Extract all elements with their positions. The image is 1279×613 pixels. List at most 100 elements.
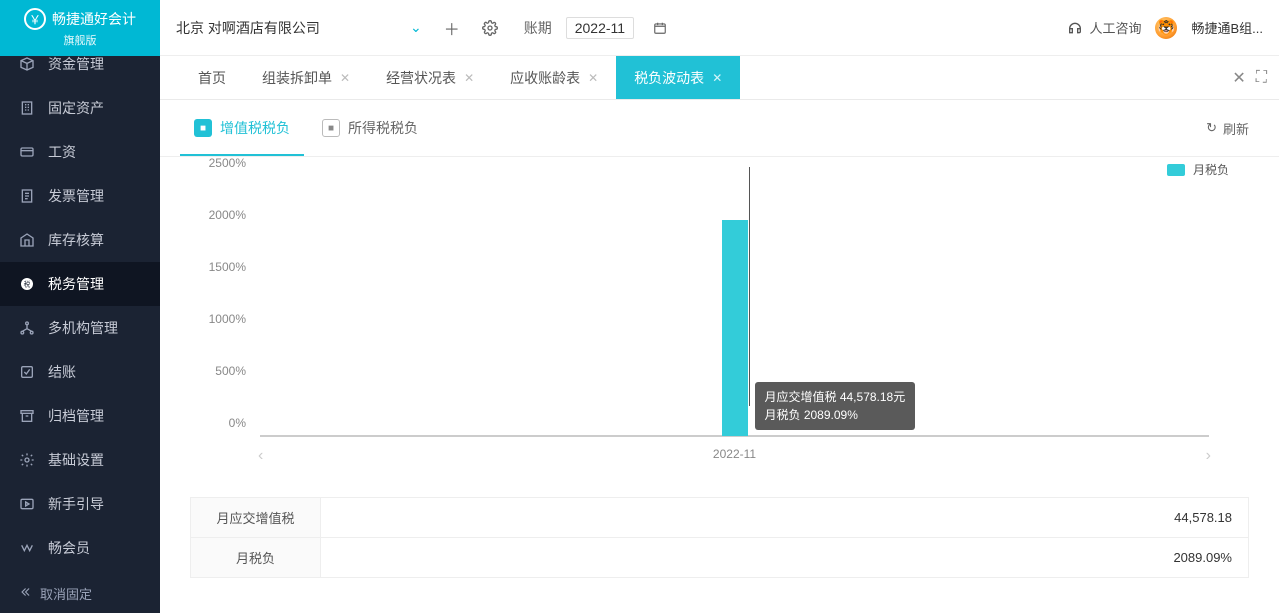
chart-next-arrow[interactable]: › xyxy=(1206,447,1211,465)
sidebar-item-archive[interactable]: 归档管理 xyxy=(0,394,160,438)
bar-chart: 0%500%1000%1500%2000%2500% 月应交增值税 44,578… xyxy=(260,177,1209,467)
sidebar-item-label: 工资 xyxy=(48,142,76,162)
y-tick: 1500% xyxy=(209,260,246,274)
wallet-icon xyxy=(18,143,36,161)
headset-icon xyxy=(1067,20,1083,36)
subtab-badge-icon: ■ xyxy=(194,119,212,137)
guide-icon xyxy=(18,495,36,513)
subtab-增值税税负[interactable]: ■ 增值税税负 xyxy=(190,110,294,146)
row-value: 44,578.18 xyxy=(321,498,1249,538)
tab-label: 经营状况表 xyxy=(386,68,456,88)
tab-label: 应收账龄表 xyxy=(510,68,580,88)
svg-text:税: 税 xyxy=(24,280,31,289)
org-icon xyxy=(18,319,36,337)
sidebar-item-label: 畅会员 xyxy=(48,538,90,558)
sidebar-item-org[interactable]: 多机构管理 xyxy=(0,306,160,350)
sidebar-item-vip[interactable]: 畅会员 xyxy=(0,526,160,570)
sidebar-item-label: 结账 xyxy=(48,362,76,382)
user-avatar[interactable]: 🐯 xyxy=(1155,17,1177,39)
collapse-icon xyxy=(18,585,32,602)
sidebar: 资金管理固定资产工资发票管理库存核算税 税务管理多机构管理结账归档管理基础设置新手… xyxy=(0,56,160,613)
invoice-icon xyxy=(18,187,36,205)
subtab-所得税税负[interactable]: ■ 所得税税负 xyxy=(318,110,422,146)
brand-edition: 旗舰版 xyxy=(64,32,97,48)
add-icon[interactable]: ＋ xyxy=(440,16,464,40)
chart-bar[interactable] xyxy=(722,220,748,436)
vip-icon xyxy=(18,539,36,557)
tab-组装拆卸单[interactable]: 组装拆卸单 ✕ xyxy=(244,56,368,99)
chart-container: 月税负 0%500%1000%1500%2000%2500% 月应交增值税 44… xyxy=(190,177,1249,467)
company-dropdown-icon[interactable]: ⌄ xyxy=(410,19,422,36)
content-area: ■ 增值税税负 ■ 所得税税负 ↻ 刷新 月税负 0%500%1000%1500%20… xyxy=(160,100,1279,613)
warehouse-icon xyxy=(18,231,36,249)
sidebar-item-label: 资金管理 xyxy=(48,56,104,74)
x-tick-label: 2022-11 xyxy=(713,447,756,461)
tab-close-icon[interactable]: ✕ xyxy=(712,71,722,85)
row-value: 2089.09% xyxy=(321,538,1249,578)
tab-首页[interactable]: 首页 xyxy=(180,56,244,99)
calendar-icon[interactable] xyxy=(648,16,672,40)
tab-税负波动表[interactable]: 税负波动表 ✕ xyxy=(616,56,740,99)
tab-close-icon[interactable]: ✕ xyxy=(340,71,350,85)
chart-tooltip: 月应交增值税 44,578.18元月税负 2089.09% xyxy=(755,382,916,430)
support-link[interactable]: 人工咨询 xyxy=(1067,18,1141,37)
subtab-label: 所得税税负 xyxy=(348,118,418,138)
sidebar-item-guide[interactable]: 新手引导 xyxy=(0,482,160,526)
close-tab-icon[interactable]: ✕ xyxy=(1232,68,1245,88)
sidebar-item-label: 新手引导 xyxy=(48,494,104,514)
sidebar-collapse-toggle[interactable]: 取消固定 xyxy=(0,574,160,613)
tax-icon: 税 xyxy=(18,275,36,293)
sidebar-item-label: 多机构管理 xyxy=(48,318,118,338)
y-tick: 2500% xyxy=(209,156,246,170)
tab-close-icon[interactable]: ✕ xyxy=(464,71,474,85)
tab-close-icon[interactable]: ✕ xyxy=(588,71,598,85)
sidebar-item-warehouse[interactable]: 库存核算 xyxy=(0,218,160,262)
legend-label: 月税负 xyxy=(1193,161,1229,178)
top-header: 北京 对啊酒店有限公司 ⌄ ＋ 账期 2022-11 人工咨询 🐯 畅捷通B组.… xyxy=(160,0,1279,56)
settings-icon xyxy=(18,451,36,469)
archive-icon xyxy=(18,407,36,425)
settle-icon xyxy=(18,363,36,381)
sidebar-item-label: 税务管理 xyxy=(48,274,104,294)
period-picker[interactable]: 2022-11 xyxy=(566,17,634,39)
y-tick: 2000% xyxy=(209,208,246,222)
tooltip-line: 月税负 2089.09% xyxy=(765,406,906,424)
chart-prev-arrow[interactable]: ‹ xyxy=(258,447,263,465)
sidebar-item-box[interactable]: 资金管理 xyxy=(0,56,160,86)
tab-label: 组装拆卸单 xyxy=(262,68,332,88)
refresh-label: 刷新 xyxy=(1223,119,1249,138)
table-row: 月应交增值税44,578.18 xyxy=(191,498,1249,538)
company-selector-label[interactable]: 北京 对啊酒店有限公司 xyxy=(176,18,396,38)
refresh-button[interactable]: ↻ 刷新 xyxy=(1206,119,1249,138)
username[interactable]: 畅捷通B组... xyxy=(1191,18,1263,37)
row-label: 月应交增值税 xyxy=(191,498,321,538)
period-label: 账期 xyxy=(524,18,552,38)
sidebar-item-invoice[interactable]: 发票管理 xyxy=(0,174,160,218)
brand-block: ￥ 畅捷通好会计 旗舰版 xyxy=(0,0,160,56)
refresh-icon: ↻ xyxy=(1206,120,1217,136)
row-label: 月税负 xyxy=(191,538,321,578)
sidebar-item-wallet[interactable]: 工资 xyxy=(0,130,160,174)
subtab-badge-icon: ■ xyxy=(322,119,340,137)
support-label: 人工咨询 xyxy=(1089,18,1141,37)
y-axis: 0%500%1000%1500%2000%2500% xyxy=(190,177,250,437)
box-icon xyxy=(18,56,36,73)
sidebar-item-settle[interactable]: 结账 xyxy=(0,350,160,394)
building-icon xyxy=(18,99,36,117)
chart-cursor-line xyxy=(749,167,750,406)
summary-table: 月应交增值税44,578.18月税负2089.09% xyxy=(190,497,1249,578)
fullscreen-icon[interactable]: ⛶ xyxy=(1256,69,1267,87)
tab-经营状况表[interactable]: 经营状况表 ✕ xyxy=(368,56,492,99)
sidebar-item-building[interactable]: 固定资产 xyxy=(0,86,160,130)
tab-label: 税负波动表 xyxy=(634,68,704,88)
sidebar-item-label: 发票管理 xyxy=(48,186,104,206)
brand-logo-icon: ￥ xyxy=(24,8,46,30)
brand-name: 畅捷通好会计 xyxy=(52,9,136,29)
tab-应收账龄表[interactable]: 应收账龄表 ✕ xyxy=(492,56,616,99)
subtab-label: 增值税税负 xyxy=(220,118,290,138)
gear-icon[interactable] xyxy=(478,16,502,40)
sidebar-item-tax[interactable]: 税 税务管理 xyxy=(0,262,160,306)
sidebar-item-label: 固定资产 xyxy=(48,98,104,118)
sidebar-item-settings[interactable]: 基础设置 xyxy=(0,438,160,482)
plot-area: 月应交增值税 44,578.18元月税负 2089.09% xyxy=(260,177,1209,437)
